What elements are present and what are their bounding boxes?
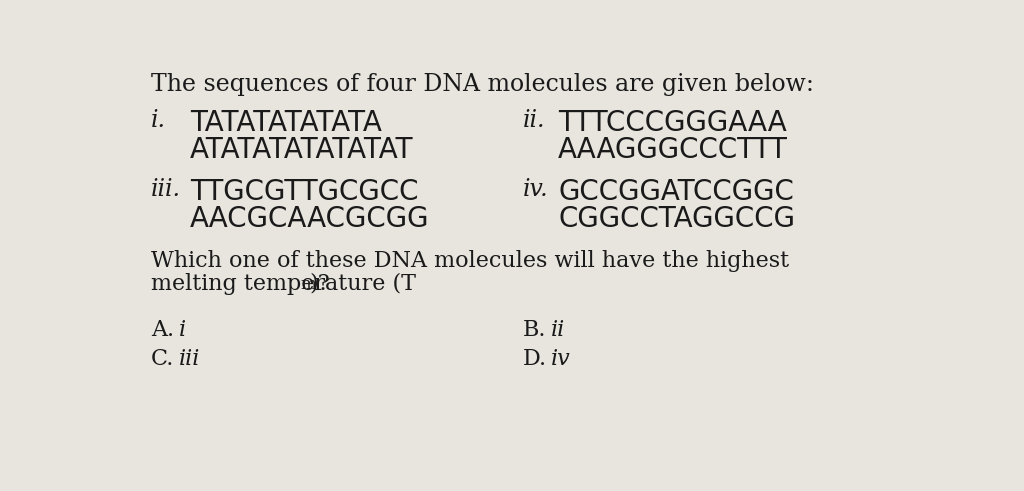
Text: iv: iv (550, 348, 570, 370)
Text: i.: i. (152, 109, 166, 132)
Text: AAAGGGCCCTTT: AAAGGGCCCTTT (558, 136, 788, 164)
Text: i: i (178, 319, 185, 341)
Text: ii: ii (550, 319, 564, 341)
Text: iv.: iv. (523, 178, 549, 201)
Text: TATATATATATA: TATATATATATA (190, 109, 382, 137)
Text: ii.: ii. (523, 109, 546, 132)
Text: The sequences of four DNA molecules are given below:: The sequences of four DNA molecules are … (152, 73, 814, 96)
Text: TTGCGTTGCGCC: TTGCGTTGCGCC (190, 178, 419, 206)
Text: )?: )? (309, 273, 330, 295)
Text: iii: iii (178, 348, 200, 370)
Text: Which one of these DNA molecules will have the highest: Which one of these DNA molecules will ha… (152, 250, 790, 272)
Text: GCCGGATCCGGC: GCCGGATCCGGC (558, 178, 794, 206)
Text: iii.: iii. (152, 178, 181, 201)
Text: TTTCCCGGGAAA: TTTCCCGGGAAA (558, 109, 786, 137)
Text: ATATATATATATAT: ATATATATATATAT (190, 136, 414, 164)
Text: B.: B. (523, 319, 547, 341)
Text: CGGCCTAGGCCG: CGGCCTAGGCCG (558, 205, 795, 233)
Text: A.: A. (152, 319, 174, 341)
Text: AACGCAACGCGG: AACGCAACGCGG (190, 205, 429, 233)
Text: m: m (301, 276, 316, 293)
Text: melting temperature (T: melting temperature (T (152, 273, 416, 295)
Text: C.: C. (152, 348, 175, 370)
Text: D.: D. (523, 348, 548, 370)
